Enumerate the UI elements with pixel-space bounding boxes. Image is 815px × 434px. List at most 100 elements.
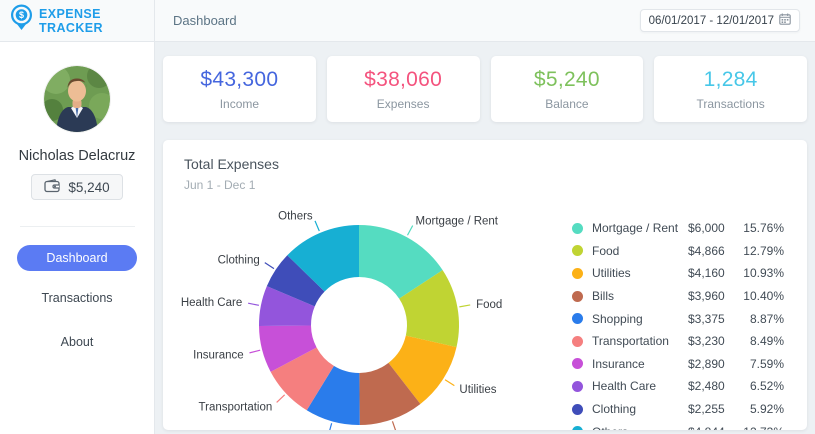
donut-label-line-bills bbox=[391, 421, 397, 430]
donut-label-clothing: Clothing bbox=[218, 254, 260, 266]
legend-percent: 7.59% bbox=[749, 356, 784, 371]
legend-percent: 12.79% bbox=[743, 243, 784, 258]
total-expenses-card: Total Expenses Jun 1 - Dec 1 Mortgage / … bbox=[163, 140, 807, 430]
topbar: Dashboard 06/01/2017 - 12/01/2017 bbox=[155, 0, 815, 42]
legend-amount: $4,844 bbox=[688, 425, 738, 430]
legend-row-transportation[interactable]: Transportation $3,230 8.49% bbox=[572, 330, 784, 353]
legend-label: Mortgage / Rent bbox=[592, 221, 679, 236]
legend-row-health-care[interactable]: Health Care $2,480 6.52% bbox=[572, 375, 784, 398]
legend-percent: 12.73% bbox=[738, 425, 784, 430]
date-range-picker[interactable]: 06/01/2017 - 12/01/2017 bbox=[639, 9, 800, 32]
legend-percent: 10.40% bbox=[743, 289, 784, 304]
legend-amount: $2,890 bbox=[688, 356, 725, 371]
balance-value: $5,240 bbox=[533, 67, 600, 91]
legend-row-food[interactable]: Food $4,866 12.79% bbox=[572, 240, 784, 263]
donut-slice-insurance[interactable] bbox=[259, 325, 317, 372]
donut-label-line-food bbox=[459, 304, 471, 308]
legend-percent: 10.93% bbox=[743, 266, 784, 281]
legend-row-utilities[interactable]: Utilities $4,160 10.93% bbox=[572, 262, 784, 285]
donut-label-line-health-care bbox=[248, 302, 260, 306]
donut-label-line-transportation bbox=[276, 394, 286, 403]
legend-label: Utilities bbox=[592, 266, 631, 281]
donut-label-line-mortgage-rent bbox=[406, 225, 414, 236]
legend-amount: $3,375 bbox=[688, 311, 725, 326]
legend-label: Clothing bbox=[592, 402, 637, 417]
avatar[interactable] bbox=[44, 66, 110, 132]
legend-percent: 6.52% bbox=[749, 379, 784, 394]
donut-label-insurance: Insurance bbox=[193, 349, 244, 361]
legend-amount: $4,866 bbox=[688, 243, 725, 258]
donut-slice-mortgage-rent[interactable] bbox=[359, 225, 443, 299]
balance-label: Balance bbox=[545, 96, 589, 111]
user-name: Nicholas Delacruz bbox=[18, 148, 136, 164]
stat-card-income: $43,300 Income bbox=[163, 56, 316, 122]
donut-slice-bills[interactable] bbox=[359, 362, 421, 425]
legend-percent: 15.76% bbox=[743, 221, 784, 236]
donut-slice-shopping[interactable] bbox=[306, 365, 360, 425]
sidebar-item-transactions[interactable]: Transactions bbox=[31, 285, 122, 311]
stat-card-transactions: 1,284 Transactions bbox=[654, 56, 807, 122]
page-title: Dashboard bbox=[173, 13, 237, 28]
donut-slice-others[interactable] bbox=[287, 225, 359, 292]
donut-slice-food[interactable] bbox=[399, 270, 459, 348]
svg-text:$: $ bbox=[19, 10, 24, 20]
legend-color-dot bbox=[572, 426, 583, 430]
legend-color-dot bbox=[572, 267, 583, 279]
legend-color-dot bbox=[572, 403, 583, 415]
legend-percent: 8.87% bbox=[749, 311, 784, 326]
expenses-card-subtitle: Jun 1 - Dec 1 bbox=[184, 178, 256, 192]
donut-label-mortgage-rent: Mortgage / Rent bbox=[416, 215, 499, 227]
donut-slice-transportation[interactable] bbox=[270, 347, 334, 411]
legend-amount: $2,255 bbox=[688, 402, 725, 417]
legend-label: Transportation bbox=[592, 334, 669, 349]
legend-label: Others bbox=[592, 425, 688, 430]
legend-amount: $3,960 bbox=[688, 289, 725, 304]
legend-amount: $2,480 bbox=[688, 379, 725, 394]
legend-color-dot bbox=[572, 380, 583, 392]
legend-label: Shopping bbox=[592, 311, 643, 326]
legend-row-mortgage-rent[interactable]: Mortgage / Rent $6,000 15.76% bbox=[572, 217, 784, 240]
legend-color-dot bbox=[572, 222, 583, 234]
donut-label-utilities: Utilities bbox=[459, 384, 496, 396]
legend-color-dot bbox=[572, 358, 583, 370]
donut-slice-utilities[interactable] bbox=[388, 335, 457, 404]
donut-chart: Mortgage / RentFoodUtilitiesBillsShoppin… bbox=[181, 210, 502, 430]
stats-row: $43,300 Income $38,060 Expenses $5,240 B… bbox=[155, 42, 815, 122]
donut-label-food: Food bbox=[476, 299, 502, 311]
sidebar-divider bbox=[19, 226, 135, 227]
legend-color-dot bbox=[572, 335, 583, 347]
donut-label-line-utilities bbox=[444, 379, 455, 387]
expenses-legend: Mortgage / Rent $6,000 15.76% Food $4,866 12.… bbox=[572, 217, 784, 430]
legend-row-others[interactable]: Others$4,84412.73% bbox=[572, 420, 784, 430]
transactions-value: 1,284 bbox=[703, 67, 758, 91]
legend-label: Food bbox=[592, 243, 620, 258]
transactions-label: Transactions bbox=[696, 96, 765, 111]
legend-amount: $6,000 bbox=[688, 221, 725, 236]
expenses-card-title: Total Expenses bbox=[184, 156, 279, 172]
legend-label: Insurance bbox=[592, 356, 645, 371]
legend-row-bills[interactable]: Bills $3,960 10.40% bbox=[572, 285, 784, 308]
legend-amount: $3,230 bbox=[688, 334, 725, 349]
wallet-balance-button[interactable]: $5,240 bbox=[31, 174, 123, 200]
legend-color-dot bbox=[572, 245, 583, 257]
donut-slice-health-care[interactable] bbox=[259, 286, 315, 327]
legend-row-shopping[interactable]: Shopping $3,375 8.87% bbox=[572, 307, 784, 330]
legend-label: Bills bbox=[592, 289, 615, 304]
sidebar-item-about[interactable]: About bbox=[51, 329, 104, 355]
legend-row-insurance[interactable]: Insurance $2,890 7.59% bbox=[572, 353, 784, 376]
donut-label-health-care: Health Care bbox=[181, 297, 242, 309]
income-label: Income bbox=[219, 96, 260, 111]
expenses-value: $38,060 bbox=[364, 67, 443, 91]
legend-label: Health Care bbox=[592, 379, 657, 394]
sidebar-item-dashboard[interactable]: Dashboard bbox=[17, 245, 137, 271]
legend-percent: 5.92% bbox=[749, 402, 784, 417]
legend-percent: 8.49% bbox=[749, 334, 784, 349]
wallet-balance-value: $5,240 bbox=[68, 179, 110, 195]
donut-label-line-clothing bbox=[264, 262, 275, 270]
calendar-icon bbox=[779, 13, 791, 28]
legend-row-clothing[interactable]: Clothing $2,255 5.92% bbox=[572, 398, 784, 421]
donut-slice-clothing[interactable] bbox=[266, 255, 325, 307]
app-logo[interactable]: $ EXPENSE TRACKER bbox=[0, 0, 154, 42]
stat-card-expenses: $38,060 Expenses bbox=[326, 56, 480, 122]
